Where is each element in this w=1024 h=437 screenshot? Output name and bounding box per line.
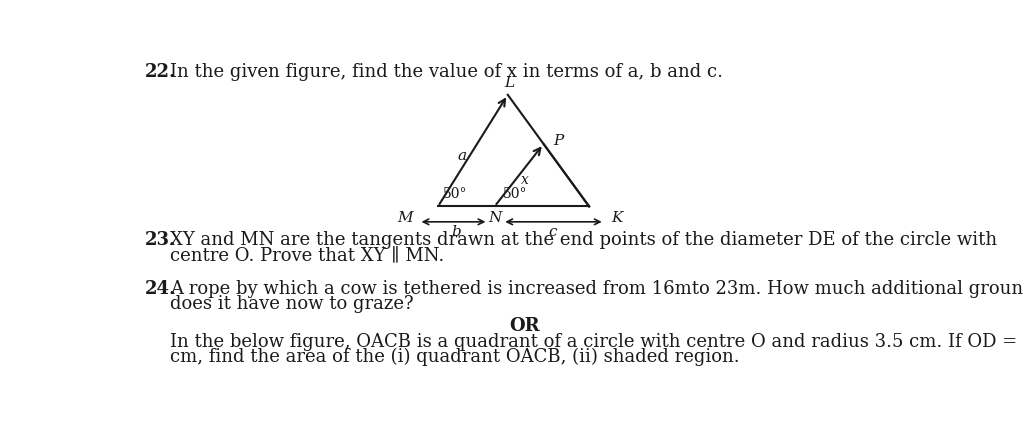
Text: c: c <box>549 225 557 239</box>
Text: cm, find the area of the (i) quadrant OACB, (ii) shaded region.: cm, find the area of the (i) quadrant OA… <box>170 348 739 366</box>
Text: N: N <box>487 211 502 225</box>
Text: M: M <box>397 211 414 225</box>
Text: 50°: 50° <box>442 187 467 201</box>
Text: 50°: 50° <box>503 187 527 201</box>
Text: does it have now to graze?: does it have now to graze? <box>170 295 414 313</box>
Text: a: a <box>457 149 466 163</box>
Text: P: P <box>553 134 563 148</box>
Text: 23.: 23. <box>145 231 176 249</box>
Text: XY and MN are the tangents drawn at the end points of the diameter DE of the cir: XY and MN are the tangents drawn at the … <box>170 231 997 249</box>
Text: In the below figure, OACB is a quadrant of a circle with centre O and radius 3.5: In the below figure, OACB is a quadrant … <box>170 333 1024 351</box>
Text: centre O. Prove that XY ∥ MN.: centre O. Prove that XY ∥ MN. <box>170 246 444 264</box>
Text: OR: OR <box>510 316 540 335</box>
Text: b: b <box>452 225 461 239</box>
Text: 22.: 22. <box>145 63 176 81</box>
Text: x: x <box>520 173 528 187</box>
Text: 24.: 24. <box>145 280 176 298</box>
Text: A rope by which a cow is tethered is increased from 16mto 23m. How much addition: A rope by which a cow is tethered is inc… <box>170 280 1024 298</box>
Text: K: K <box>611 211 623 225</box>
Text: L: L <box>504 76 514 90</box>
Text: In the given figure, find the value of x in terms of a, b and c.: In the given figure, find the value of x… <box>170 63 723 81</box>
